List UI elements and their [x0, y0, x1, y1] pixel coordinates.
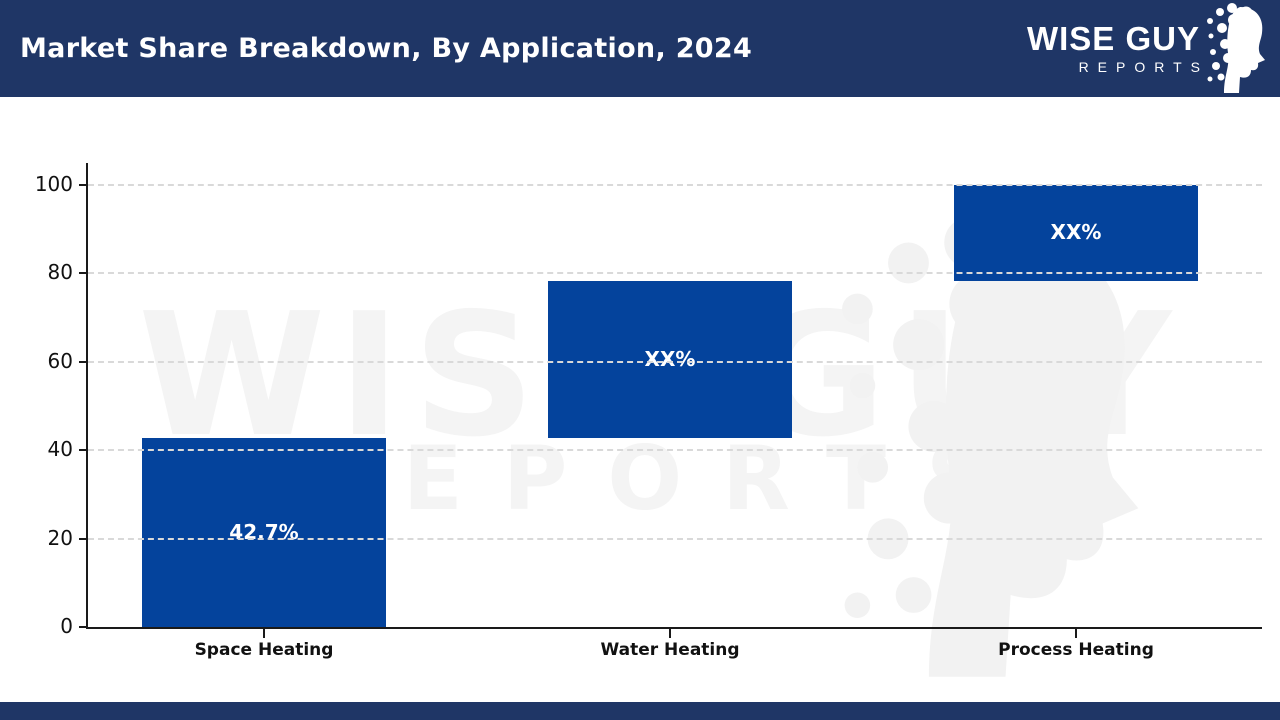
y-tickmark-20 [79, 537, 88, 540]
watermark-face-icon [842, 217, 1139, 677]
y-tickmark-0 [79, 626, 88, 628]
header-bar: Market Share Breakdown, By Application, … [0, 0, 1280, 97]
bar-value-label: XX% [1050, 220, 1102, 245]
y-tickmark-100 [79, 184, 88, 186]
logo-subtext: REPORTS [1078, 58, 1209, 75]
y-tick-label-100: 100 [34, 172, 73, 196]
y-tick-label-20: 20 [47, 525, 73, 550]
y-tickmark-60 [79, 360, 88, 363]
x-tickmark-2 [669, 629, 671, 638]
y-tick-label-60: 60 [47, 348, 73, 373]
gridline-100 [88, 184, 1262, 186]
bar-value-label: XX% [644, 346, 696, 371]
gridline-20 [88, 537, 1262, 540]
y-axis-line [86, 163, 88, 629]
wise-guy-logo: WISE GUY REPORTS [1027, 2, 1266, 95]
y-tick-label-80: 80 [47, 260, 73, 285]
x-tickmark-1 [263, 629, 265, 638]
bar-value-label: 42.7% [229, 519, 299, 544]
y-tick-label-0: 0 [60, 614, 73, 638]
bar-water-heating: XX% [548, 281, 792, 439]
gridline-80 [88, 272, 1262, 275]
y-tickmark-40 [79, 449, 88, 452]
wise-guy-face-icon [1207, 2, 1265, 93]
bar-process-heating: XX% [954, 185, 1198, 282]
x-tick-label-water-heating: Water Heating [600, 640, 740, 660]
footer-bar [0, 702, 1280, 720]
logo-text: WISE GUY REPORTS [1027, 22, 1200, 75]
logo-wordmark: WISE GUY [1026, 20, 1200, 58]
x-tick-label-process-heating: Process Heating [998, 640, 1154, 660]
gridline-40 [88, 449, 1262, 452]
bar-space-heating: 42.7% [142, 438, 386, 627]
x-tickmark-3 [1075, 629, 1077, 638]
x-axis-line [86, 627, 1262, 629]
y-tickmark-80 [79, 272, 88, 275]
y-tick-label-40: 40 [47, 437, 73, 462]
gridline-60 [88, 360, 1262, 363]
chart-title: Market Share Breakdown, By Application, … [20, 33, 753, 64]
x-tick-label-space-heating: Space Heating [194, 640, 334, 660]
